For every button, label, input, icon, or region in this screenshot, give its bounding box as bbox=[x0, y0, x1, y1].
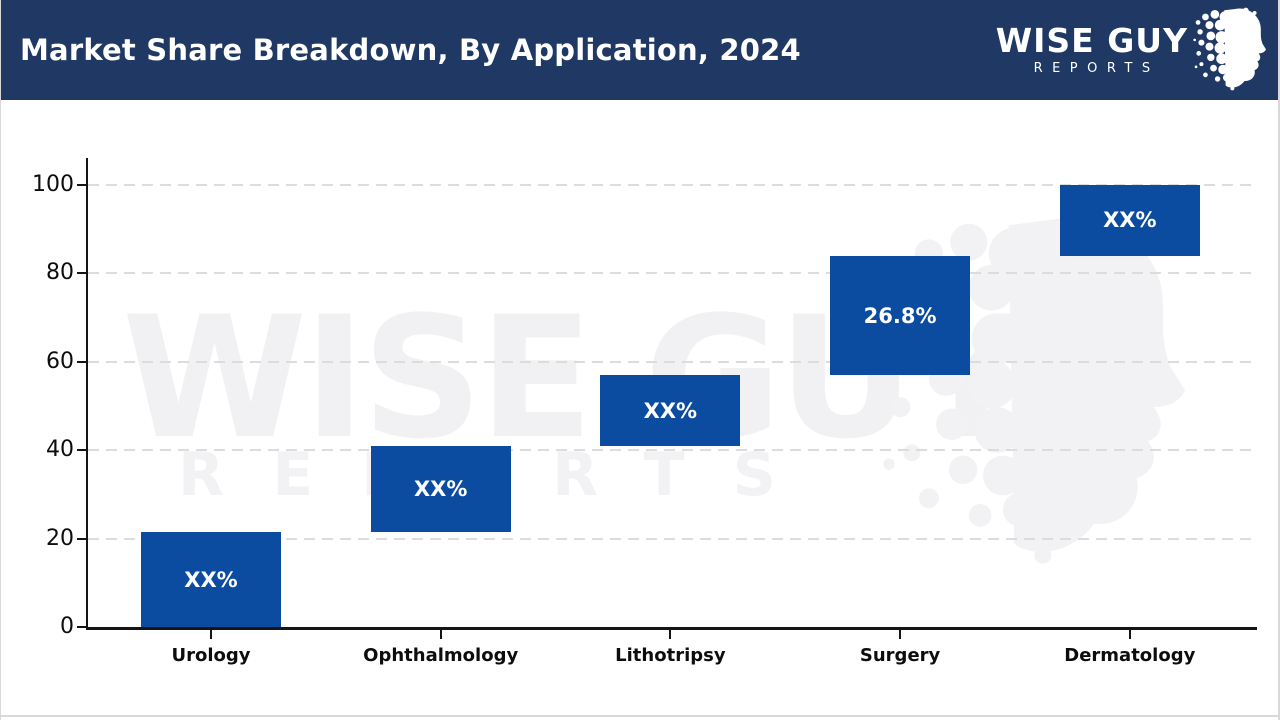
bar-dermatology: XX% bbox=[1059, 184, 1200, 257]
y-tick-20 bbox=[77, 537, 86, 540]
x-axis-label-urology: Urology bbox=[171, 645, 251, 666]
gridline-60 bbox=[88, 360, 1257, 363]
y-tick-label-80: 80 bbox=[46, 260, 74, 286]
x-tick-ophthalmology bbox=[439, 630, 442, 639]
bar-layer: XX% Urology XX% Ophthalmology XX% Lithotripsy… bbox=[88, 158, 1257, 666]
bar-ophthalmology: XX% bbox=[370, 446, 511, 533]
logo-wordmark: WISE GUY REPORTS bbox=[995, 21, 1188, 77]
logo-line2: REPORTS bbox=[1033, 61, 1160, 76]
gridline-20 bbox=[88, 537, 1257, 540]
x-axis-label-dermatology: Dermatology bbox=[1064, 645, 1196, 666]
x-tick-dermatology bbox=[1128, 630, 1131, 639]
x-tick-surgery bbox=[899, 630, 902, 639]
bar-value-label: XX% bbox=[413, 477, 468, 502]
y-tick-label-40: 40 bbox=[46, 437, 74, 463]
y-tick-label-60: 60 bbox=[46, 348, 74, 374]
bar-urology: XX% bbox=[141, 532, 281, 627]
y-tick-40 bbox=[77, 449, 86, 452]
brand-logo: WISE GUY REPORTS bbox=[996, 6, 1280, 94]
logo-line1: WISE GUY bbox=[995, 21, 1188, 60]
y-tick-80 bbox=[77, 272, 86, 275]
gridline-40 bbox=[88, 449, 1257, 452]
plot-area: 0 20 40 60 80 100 XX% Urology XX% Ophthalmology X… bbox=[32, 158, 1257, 666]
bar-value-label: 26.8% bbox=[863, 303, 937, 328]
y-tick-label-100: 100 bbox=[32, 171, 74, 197]
header-banner: Market Share Breakdown, By Application, … bbox=[0, 0, 1280, 100]
y-tick-0 bbox=[77, 626, 86, 628]
x-tick-lithotripsy bbox=[669, 630, 672, 639]
x-tick-urology bbox=[210, 630, 212, 639]
x-axis-line bbox=[86, 627, 1257, 630]
y-tick-label-20: 20 bbox=[46, 525, 74, 551]
bar-lithotripsy: XX% bbox=[600, 374, 741, 447]
bar-value-label: XX% bbox=[184, 567, 238, 592]
y-tick-label-0: 0 bbox=[60, 614, 74, 639]
x-axis-label-lithotripsy: Lithotripsy bbox=[615, 645, 726, 666]
bar-surgery: 26.8% bbox=[830, 256, 971, 375]
y-axis-line bbox=[86, 158, 88, 630]
x-axis-label-ophthalmology: Ophthalmology bbox=[363, 645, 519, 666]
gridline-100 bbox=[88, 183, 1257, 186]
x-axis-label-surgery: Surgery bbox=[859, 645, 941, 666]
bar-value-label: XX% bbox=[1103, 208, 1157, 233]
gridline-layer: 0 20 40 60 80 100 bbox=[32, 158, 1257, 639]
y-tick-100 bbox=[77, 183, 86, 186]
bar-value-label: XX% bbox=[643, 398, 698, 423]
page-title: Market Share Breakdown, By Application, … bbox=[20, 33, 801, 67]
gridline-80 bbox=[88, 272, 1257, 275]
logo-face-icon bbox=[1193, 7, 1266, 91]
y-tick-60 bbox=[77, 360, 86, 363]
